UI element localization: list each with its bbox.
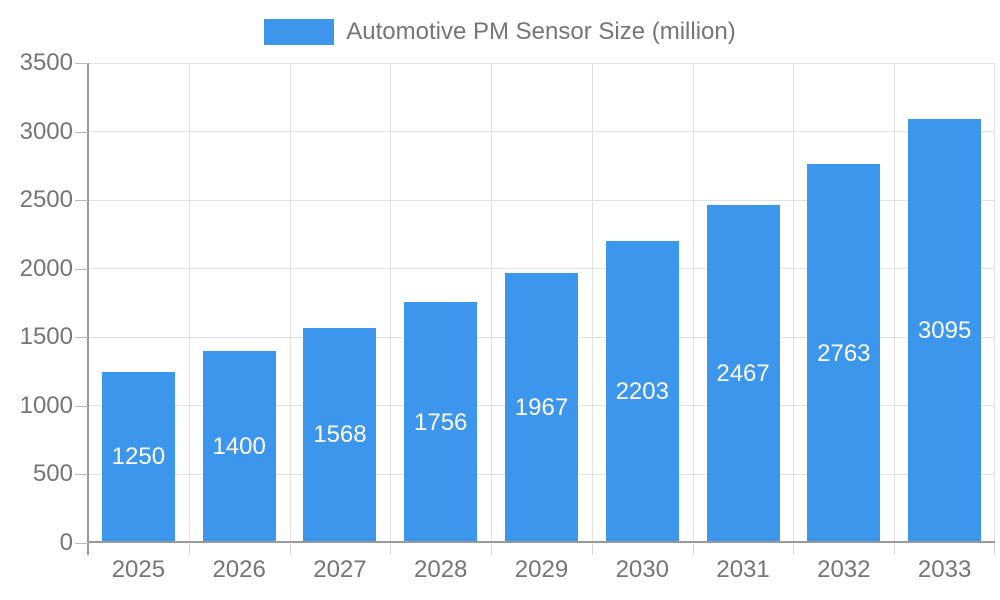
x-axis-tick-label: 2025 xyxy=(111,556,166,583)
bar[interactable]: 1967 xyxy=(505,273,578,543)
gridline-vertical xyxy=(591,63,593,543)
y-axis-tick-label: 500 xyxy=(32,460,73,488)
y-axis-tick-label: 1000 xyxy=(19,391,73,419)
bar-value-label: 1967 xyxy=(514,394,569,422)
x-axis-tick-label: 2031 xyxy=(716,556,770,583)
gridline-vertical xyxy=(994,63,995,543)
bar[interactable]: 1568 xyxy=(303,327,377,543)
bar[interactable]: 1756 xyxy=(404,302,478,543)
y-axis-tick xyxy=(75,268,88,270)
bar[interactable]: 2203 xyxy=(605,240,679,543)
y-axis-tick-label: 3000 xyxy=(19,117,73,145)
gridline-horizontal xyxy=(88,63,995,64)
bar-value-label: 1756 xyxy=(414,408,468,436)
legend-label: Automotive PM Sensor Size (million) xyxy=(346,18,736,45)
x-axis-tick xyxy=(994,543,995,555)
y-axis-tick-label: 1500 xyxy=(19,323,73,351)
x-axis-tick-label: 2028 xyxy=(414,556,468,583)
bar-value-label: 1568 xyxy=(313,421,367,449)
bar[interactable]: 1400 xyxy=(202,351,276,543)
bar-value-label: 3095 xyxy=(917,316,972,344)
gridline-vertical xyxy=(188,63,190,543)
x-axis-tick xyxy=(491,543,493,555)
bar[interactable]: 1250 xyxy=(101,371,175,543)
x-axis-tick xyxy=(894,543,896,555)
gridline-vertical xyxy=(793,63,795,543)
gridline-vertical xyxy=(390,63,392,543)
x-axis-tick xyxy=(692,543,694,555)
x-axis-tick xyxy=(289,543,291,555)
y-axis-tick xyxy=(75,337,88,339)
legend-swatch xyxy=(264,19,335,45)
y-axis-tick-label: 0 xyxy=(59,529,73,556)
y-axis-tick xyxy=(75,200,88,202)
y-axis-tick xyxy=(75,131,88,133)
y-axis-tick-label: 2000 xyxy=(19,254,73,282)
bar-value-label: 2467 xyxy=(716,359,770,387)
y-axis-tick xyxy=(75,543,88,544)
bar-value-label: 1400 xyxy=(212,433,266,460)
x-axis-tick-label: 2026 xyxy=(212,556,266,583)
bar[interactable]: 2467 xyxy=(706,204,780,543)
gridline-vertical xyxy=(289,63,291,543)
y-axis-tick-label: 2500 xyxy=(19,186,73,214)
plot-area: 1250 1400 1568 1756 1967 2203 2467 2763 3095 xyxy=(88,63,995,543)
y-axis-tick-label: 3500 xyxy=(19,49,73,76)
gridline-vertical xyxy=(894,63,896,543)
bar-value-label: 1250 xyxy=(111,443,166,471)
y-axis-tick xyxy=(75,63,88,64)
x-axis-tick xyxy=(591,543,593,555)
y-axis-tick xyxy=(75,405,88,407)
bar-value-label: 2763 xyxy=(817,339,871,367)
y-axis-tick xyxy=(75,474,88,476)
x-axis-tick-label: 2033 xyxy=(917,556,972,583)
legend[interactable]: Automotive PM Sensor Size (million) xyxy=(0,18,1000,46)
x-axis-tick xyxy=(793,543,795,555)
gridline-horizontal xyxy=(88,268,995,270)
gridline-horizontal xyxy=(88,131,995,133)
x-axis-tick-label: 2032 xyxy=(817,556,871,583)
x-axis-tick-label: 2029 xyxy=(514,556,569,583)
bar[interactable]: 2763 xyxy=(807,164,881,543)
x-axis-line xyxy=(87,541,995,543)
x-axis-tick xyxy=(188,543,190,555)
gridline-vertical xyxy=(692,63,694,543)
bar-value-label: 2203 xyxy=(615,377,669,405)
x-axis-tick-label: 2027 xyxy=(313,556,367,583)
x-axis-tick-label: 2030 xyxy=(615,556,669,583)
bar[interactable]: 3095 xyxy=(908,118,982,543)
y-axis-line xyxy=(87,63,89,555)
gridline-vertical xyxy=(491,63,493,543)
gridline-horizontal xyxy=(88,199,995,201)
x-axis-tick xyxy=(390,543,392,555)
